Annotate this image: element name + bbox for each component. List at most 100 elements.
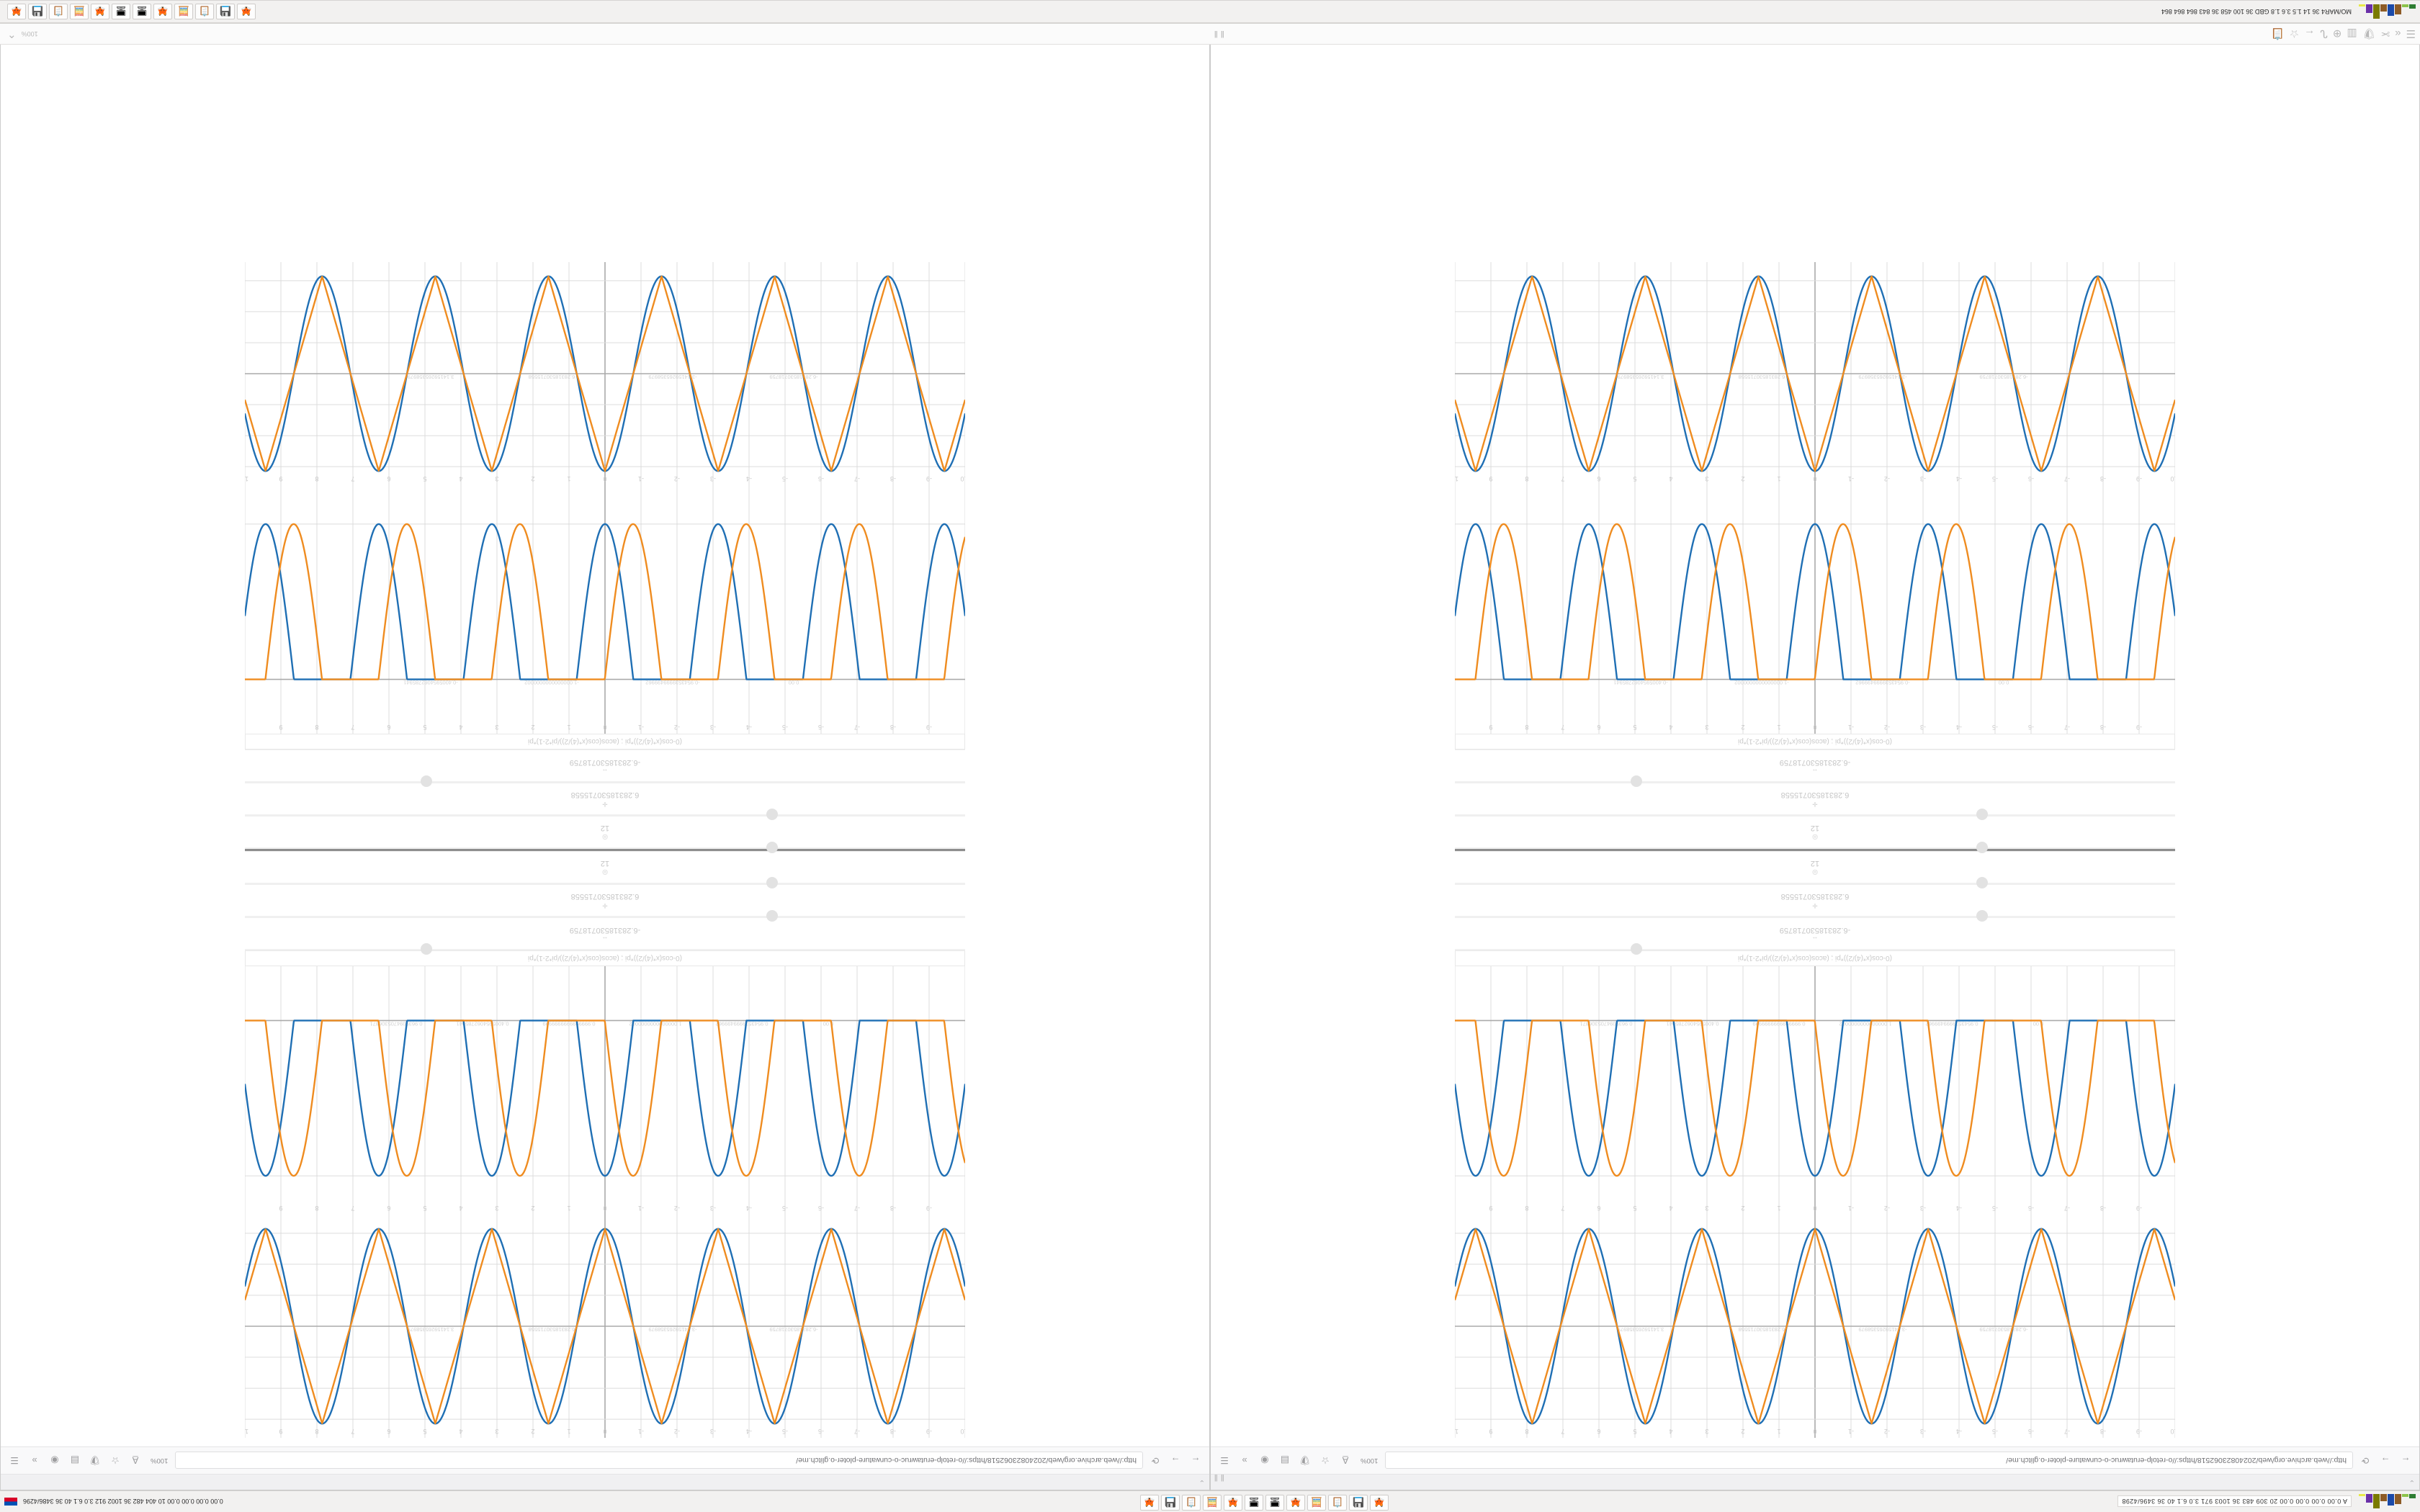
- tab-overflow-chevron-icon[interactable]: ⌄: [2408, 1478, 2415, 1486]
- firefox-icon-2[interactable]: 🦊: [1286, 1495, 1305, 1511]
- slider-d[interactable]: ◎ 12: [245, 816, 965, 853]
- taskbar-launchers[interactable]: 🦊 💾 📋 🧮 🦊 🖥 🖥 🦊 🧮 📋 💾 🦊: [7, 4, 256, 19]
- slider-d-knob[interactable]: [766, 842, 778, 853]
- notepad-icon-2[interactable]: 📋: [1182, 1495, 1201, 1511]
- slider-d-track[interactable]: [1455, 842, 2175, 853]
- library-icon[interactable]: ▤: [1280, 1455, 1290, 1467]
- zoom-level-label[interactable]: 100%: [151, 1457, 169, 1464]
- slider-f-track[interactable]: [1455, 775, 2175, 787]
- address-bar-left[interactable]: http://web.archive.org/web/2024082306251…: [1385, 1452, 2353, 1470]
- account-icon[interactable]: ◉: [50, 1455, 59, 1467]
- app-menu-icon[interactable]: ☰: [10, 1455, 19, 1467]
- trash-icon[interactable]: ▥: [2347, 27, 2357, 40]
- globe-icon[interactable]: ⊕: [2332, 27, 2342, 40]
- equation-input-2[interactable]: (0-cos(x*(4)/2))*pi ; (acos(cos(x*(4)/2)…: [245, 734, 965, 750]
- slider-b-track[interactable]: [245, 910, 965, 922]
- arc-icon[interactable]: ᔐ: [2320, 27, 2328, 40]
- desktop-bottom-panel[interactable]: MO/MAR4 36 14 1.5 3.6 1.8 GBD 36 100 458…: [0, 0, 2420, 23]
- account-icon[interactable]: ◉: [1260, 1455, 1269, 1467]
- zoom-level-label[interactable]: 100%: [21, 30, 38, 37]
- slider-a-knob[interactable]: [1631, 943, 1642, 955]
- terminal-icon[interactable]: 🖥: [1265, 1495, 1284, 1511]
- firefox-icon-3[interactable]: 🦊: [91, 4, 109, 19]
- floppy-save-icon[interactable]: 💾: [216, 4, 235, 19]
- slider-a-track[interactable]: [245, 943, 965, 955]
- terminal-icon-2[interactable]: 🖥: [112, 4, 130, 19]
- slider-b[interactable]: ✛ 6.28318530715558: [245, 884, 965, 922]
- browser-window-right[interactable]: ⌄ ← → ⟳ http://web.archive.org/web/20240…: [0, 22, 1210, 1490]
- slider-c-track[interactable]: [1455, 877, 2175, 888]
- star-icon[interactable]: ☆: [2289, 27, 2300, 40]
- firefox-icon-3[interactable]: 🦊: [1224, 1495, 1242, 1511]
- slider-e[interactable]: ✛ 6.28318530715558: [1455, 783, 2175, 820]
- slider-f[interactable]: ↔ -6.28318530718759: [1455, 750, 2175, 787]
- bookmark-star-icon[interactable]: ☆: [1321, 1455, 1330, 1467]
- slider-f-track[interactable]: [245, 775, 965, 787]
- slider-e-track[interactable]: [245, 809, 965, 820]
- translate-icon[interactable]: A̲: [1342, 1455, 1349, 1466]
- shield-icon[interactable]: 🛡: [89, 1455, 102, 1467]
- shield-icon[interactable]: 🛡: [2362, 27, 2376, 40]
- navigation-toolbar-left[interactable]: ← → ⟳ http://web.archive.org/web/2024082…: [1211, 1446, 2419, 1474]
- window-manager-bar-bottom[interactable]: ☰ « ✂ 🛡 ▥ ⊕ ᔐ ← ☆ 📋 100% ⌃: [0, 23, 2420, 45]
- system-tray-right[interactable]: [4, 1498, 17, 1506]
- reload-button[interactable]: ⟳: [1151, 1455, 1160, 1467]
- slider-b-track[interactable]: [1455, 910, 2175, 922]
- forward-button[interactable]: →: [1170, 1455, 1180, 1466]
- reload-button[interactable]: ⟳: [2361, 1455, 2370, 1467]
- calculator-icon[interactable]: 🧮: [174, 4, 193, 19]
- notepad-icon[interactable]: 📋: [1328, 1495, 1347, 1511]
- equation-input-1[interactable]: (0-cos(x*(4)/2))*pi ; (acos(cos(x*(4)/2)…: [1455, 950, 2175, 966]
- slider-c-knob[interactable]: [766, 877, 778, 888]
- slider-c-track[interactable]: [245, 877, 965, 888]
- back-button[interactable]: ←: [2401, 1455, 2411, 1466]
- equation-input-2[interactable]: (0-cos(x*(4)/2))*pi ; (acos(cos(x*(4)/2)…: [1455, 734, 2175, 750]
- calculator-icon[interactable]: 🧮: [1307, 1495, 1326, 1511]
- slider-a[interactable]: ↔ -6.28318530718759: [245, 917, 965, 955]
- firefox-icon-2[interactable]: 🦊: [153, 4, 172, 19]
- address-bar-right[interactable]: http://web.archive.org/web/2024082306251…: [175, 1452, 1143, 1470]
- browser-window-left[interactable]: ⌄ ← → ⟳ http://web.archive.org/web/20240…: [1210, 22, 2420, 1490]
- floppy-save-icon-2[interactable]: 💾: [1161, 1495, 1180, 1511]
- slider-a-track[interactable]: [1455, 943, 2175, 955]
- slider-d[interactable]: ◎ 12: [1455, 816, 2175, 853]
- slider-f-knob[interactable]: [1631, 775, 1642, 787]
- navigation-toolbar-right[interactable]: ← → ⟳ http://web.archive.org/web/2024082…: [1, 1446, 1209, 1474]
- forward-button[interactable]: →: [2380, 1455, 2390, 1466]
- calculator-icon-2[interactable]: 🧮: [70, 4, 89, 19]
- equation-input-1[interactable]: (0-cos(x*(4)/2))*pi ; (acos(cos(x*(4)/2)…: [245, 950, 965, 966]
- slider-f-knob[interactable]: [421, 775, 432, 787]
- arrow-left-icon[interactable]: ←: [2304, 27, 2316, 40]
- slider-b-knob[interactable]: [766, 910, 778, 922]
- menu-icon[interactable]: ☰: [2406, 27, 2416, 40]
- library-icon[interactable]: ▤: [70, 1455, 80, 1467]
- firefox-icon[interactable]: 🦊: [237, 4, 256, 19]
- app-menu-icon[interactable]: ☰: [1220, 1455, 1229, 1467]
- tab-strip-right[interactable]: ⌄: [1, 1474, 1209, 1490]
- shield-icon[interactable]: 🛡: [1299, 1455, 1312, 1467]
- cut-icon[interactable]: ✂: [2380, 27, 2390, 40]
- slider-c[interactable]: ◎ 12: [1455, 851, 2175, 888]
- wm-bottom-right-icons[interactable]: 100% ⌃: [7, 27, 38, 40]
- translate-icon[interactable]: A̲: [132, 1455, 139, 1466]
- tab-strip-left[interactable]: ⌄: [1211, 1474, 2419, 1490]
- slider-c-knob[interactable]: [1976, 877, 1988, 888]
- slider-b-knob[interactable]: [1976, 910, 1988, 922]
- firefox-icon-4[interactable]: 🦊: [7, 4, 26, 19]
- slider-e[interactable]: ✛ 6.28318530715558: [245, 783, 965, 820]
- notepad-icon-2[interactable]: 📋: [49, 4, 68, 19]
- chevron-left-icon[interactable]: «: [2395, 27, 2401, 40]
- slider-d-knob[interactable]: [1976, 842, 1988, 853]
- slider-e-knob[interactable]: [1976, 809, 1988, 820]
- slider-a[interactable]: ↔ -6.28318530718759: [1455, 917, 2175, 955]
- slider-e-knob[interactable]: [766, 809, 778, 820]
- keyboard-layout-flag[interactable]: [4, 1498, 17, 1506]
- slider-e-track[interactable]: [1455, 809, 2175, 820]
- slider-c[interactable]: ◎ 12: [245, 851, 965, 888]
- firefox-icon-4[interactable]: 🦊: [1140, 1495, 1159, 1511]
- taskbar-launchers-top[interactable]: 🦊 💾 📋 🧮 🦊 🖥 🖥 🦊 🧮 📋 💾 🦊: [1140, 1495, 1389, 1511]
- slider-d-track[interactable]: [245, 842, 965, 853]
- floppy-save-icon[interactable]: 💾: [1349, 1495, 1368, 1511]
- overflow-menu-icon[interactable]: »: [32, 1455, 37, 1466]
- back-button[interactable]: ←: [1191, 1455, 1201, 1466]
